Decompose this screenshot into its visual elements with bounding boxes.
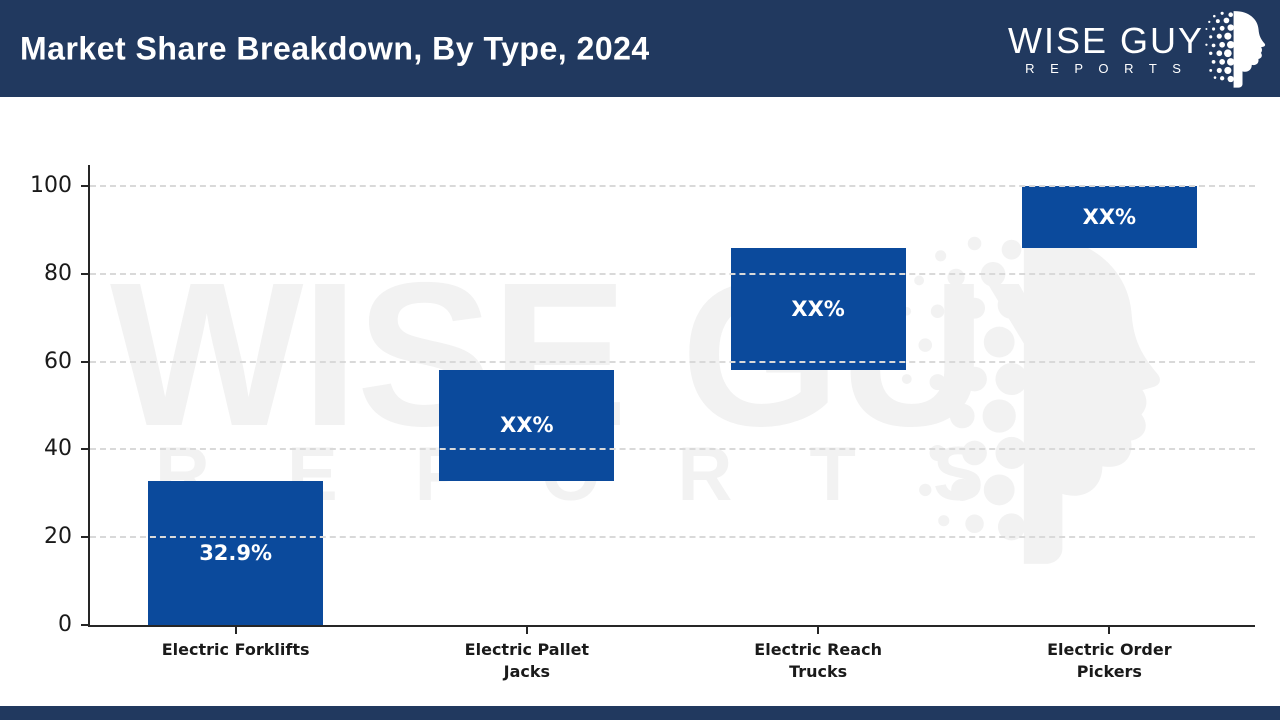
bar-electric-pallet-jacks <box>439 369 615 481</box>
brand-subtitle: R E P O R T S <box>1025 60 1187 76</box>
y-tick-mark <box>81 185 89 188</box>
gridline-20 <box>90 536 1255 539</box>
chart-canvas: WISE GUY R E P O R T S 020406080100Elect… <box>0 97 1280 706</box>
bar-electric-forklifts <box>148 480 324 625</box>
y-tick-label: 80 <box>44 260 72 286</box>
y-tick-label: 60 <box>44 348 72 374</box>
wiseguy-head-icon <box>1200 9 1270 89</box>
x-tick-mark <box>525 626 528 634</box>
bar-electric-reach-trucks <box>730 247 906 370</box>
gridline-40 <box>90 448 1255 451</box>
y-tick-label: 40 <box>44 436 72 462</box>
bar-value-label-electric-reach-trucks: XX% <box>791 296 845 321</box>
x-category-label-electric-order-pickers: Electric Order Pickers <box>1047 640 1172 681</box>
header-bar: Market Share Breakdown, By Type, 2024 WI… <box>0 0 1280 97</box>
y-tick-mark <box>81 360 89 363</box>
x-category-label-electric-reach-trucks: Electric Reach Trucks <box>754 640 882 681</box>
x-tick-mark <box>234 626 237 634</box>
x-tick-mark <box>817 626 820 634</box>
bar-electric-order-pickers <box>1021 186 1197 248</box>
y-tick-label: 100 <box>30 173 72 199</box>
y-tick-mark <box>81 448 89 451</box>
footer-bar <box>0 706 1280 720</box>
brand-logo-text: WISE GUY R E P O R T S <box>1008 22 1204 76</box>
gridline-80 <box>90 272 1255 275</box>
gridline-60 <box>90 360 1255 363</box>
y-tick-mark <box>81 536 89 539</box>
x-category-label-electric-pallet-jacks: Electric Pallet Jacks <box>464 640 590 681</box>
plot-area: 0 20 40 60 80 100 Electric Forklifts Electric P… <box>30 165 1255 681</box>
brand-name: WISE GUY <box>1007 20 1204 62</box>
brand-logo: WISE GUY R E P O R T S <box>1008 8 1270 90</box>
bar-value-label-electric-order-pickers: XX% <box>1082 204 1137 229</box>
page-title: Market Share Breakdown, By Type, 2024 <box>20 30 650 66</box>
gridline-100 <box>90 185 1255 188</box>
x-tick-mark <box>1108 626 1111 634</box>
bar-value-label-electric-pallet-jacks: XX% <box>500 412 554 437</box>
y-tick-mark <box>81 624 89 626</box>
x-category-label-electric-forklifts: Electric Forklifts <box>161 640 310 659</box>
y-tick-label: 0 <box>58 612 72 637</box>
y-tick-label: 20 <box>44 524 72 550</box>
y-tick-mark <box>81 272 89 275</box>
bar-value-label-electric-forklifts: 32.9% <box>199 540 273 565</box>
